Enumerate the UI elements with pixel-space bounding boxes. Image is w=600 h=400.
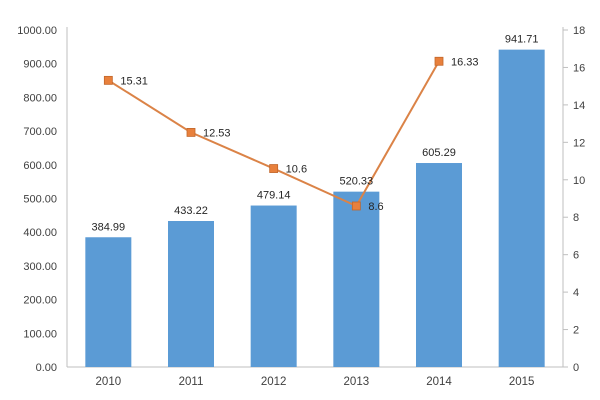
x-axis-category-label: 2014 (426, 376, 452, 388)
right-axis-tick-label: 6 (573, 250, 579, 262)
bar-value-label: 479.14 (257, 190, 291, 202)
line-value-label: 16.33 (451, 56, 479, 68)
right-axis-tick-label: 16 (573, 62, 585, 74)
bar (498, 49, 545, 367)
line-value-label: 15.31 (120, 75, 148, 87)
line-series (107, 60, 440, 208)
left-axis-tick-label: 600.00 (23, 160, 57, 172)
line-marker (269, 164, 279, 173)
line-marker (434, 56, 444, 66)
x-axis-category-label: 2015 (509, 376, 535, 388)
bar-value-label: 433.22 (174, 205, 208, 217)
bar (168, 221, 214, 367)
line-marker (351, 201, 361, 211)
bar (333, 191, 380, 367)
right-axis-tick-label: 0 (573, 362, 579, 374)
left-axis-tick-label: 200.00 (23, 295, 57, 307)
x-axis-category-label: 2013 (344, 376, 370, 388)
bar-value-label: 520.33 (340, 176, 374, 188)
line-marker (103, 75, 113, 85)
right-axis-tick-label: 8 (573, 212, 579, 224)
bar (416, 163, 462, 367)
left-axis-tick-label: 400.00 (23, 227, 57, 239)
line-marker (186, 128, 196, 137)
left-axis-tick-label: 500.00 (23, 194, 57, 206)
left-axis-tick-label: 300.00 (23, 261, 57, 273)
left-axis-tick-label: 900.00 (23, 59, 57, 71)
left-axis-tick-label: 700.00 (23, 126, 57, 138)
bar-value-label: 941.71 (505, 34, 539, 46)
x-axis-category-label: 2012 (261, 376, 287, 388)
right-axis-tick-label: 18 (573, 25, 585, 37)
bar-value-label: 605.29 (422, 147, 456, 159)
left-axis-tick-label: 1000.00 (17, 25, 57, 37)
right-axis-tick-label: 14 (573, 100, 585, 112)
x-axis-category-label: 2010 (96, 376, 122, 388)
right-axis-tick-label: 4 (573, 287, 579, 299)
bar (85, 237, 132, 367)
right-axis-tick-label: 10 (573, 175, 585, 187)
bar (250, 205, 297, 367)
bar-value-label: 384.99 (92, 221, 126, 233)
left-axis-tick-label: 800.00 (23, 92, 57, 104)
line-value-label: 8.6 (368, 201, 383, 213)
left-axis-tick-label: 0.00 (36, 362, 57, 374)
left-axis-tick-label: 100.00 (23, 328, 57, 340)
line-value-label: 10.6 (286, 164, 307, 176)
x-axis-category-label: 2011 (179, 376, 204, 388)
right-axis-tick-label: 2 (573, 325, 579, 337)
line-value-label: 12.53 (203, 127, 231, 139)
right-axis-tick-label: 12 (573, 137, 585, 149)
